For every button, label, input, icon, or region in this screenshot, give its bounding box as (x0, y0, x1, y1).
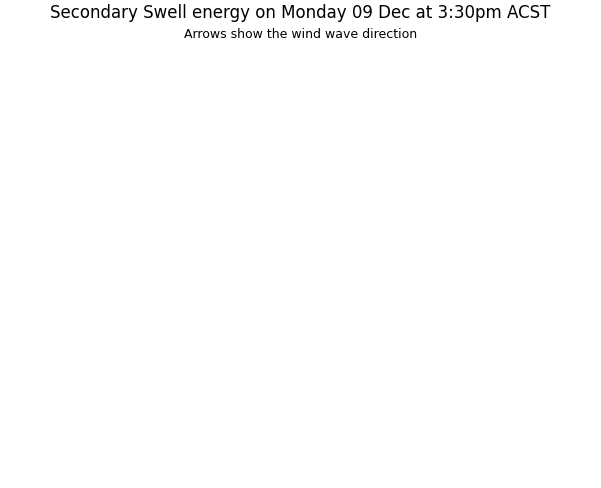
Text: Arrows show the wind wave direction: Arrows show the wind wave direction (184, 28, 417, 41)
Text: Cartopy required for map rendering: Cartopy required for map rendering (176, 259, 425, 273)
Text: Secondary Swell energy on Monday 09 Dec at 3:30pm ACST: Secondary Swell energy on Monday 09 Dec … (50, 4, 551, 22)
